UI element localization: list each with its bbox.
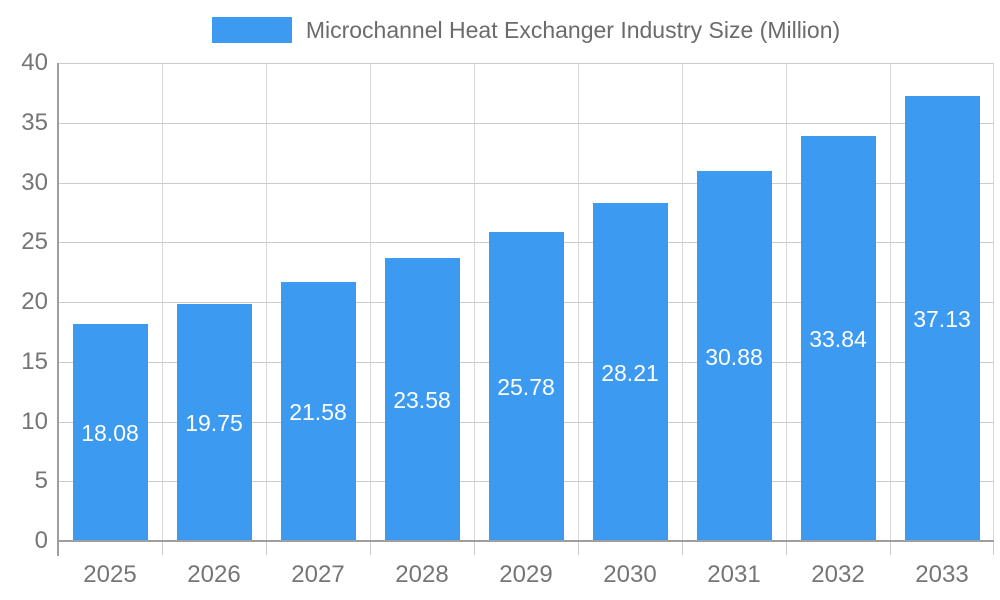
bar-2030[interactable] <box>593 203 668 540</box>
x-axis-tick <box>786 542 787 555</box>
bar-value-label: 37.13 <box>913 306 971 332</box>
bar-value-label: 18.08 <box>81 420 139 446</box>
y-axis-label: 25 <box>21 228 48 255</box>
y-axis-label: 10 <box>21 408 48 435</box>
bar-2031[interactable] <box>697 171 772 540</box>
bar-2026[interactable] <box>177 304 252 540</box>
bar-value-label: 23.58 <box>393 387 451 413</box>
x-axis-label: 2025 <box>83 561 137 588</box>
y-axis-label: 0 <box>34 527 48 554</box>
y-axis-label: 40 <box>21 49 48 76</box>
bar-value-label: 25.78 <box>497 374 555 400</box>
bar-value-label: 19.75 <box>185 410 243 436</box>
y-axis-label: 15 <box>21 348 48 375</box>
horizontal-gridline <box>58 123 994 124</box>
bar-value-label: 33.84 <box>809 326 867 352</box>
x-axis-tick <box>266 542 267 555</box>
legend-swatch[interactable] <box>211 17 292 43</box>
bar-value-label: 28.21 <box>601 360 659 386</box>
x-axis-line <box>58 540 994 542</box>
x-axis-label: 2032 <box>811 561 865 588</box>
bar-2032[interactable] <box>801 136 876 540</box>
x-axis-tick <box>993 542 994 555</box>
bar-value-label: 30.88 <box>705 344 763 370</box>
x-axis-tick <box>162 542 163 555</box>
horizontal-gridline <box>58 183 994 184</box>
legend[interactable]: Microchannel Heat Exchanger Industry Siz… <box>58 15 994 45</box>
y-axis-label: 5 <box>34 467 48 494</box>
horizontal-gridline <box>58 63 994 64</box>
x-axis-label: 2029 <box>499 561 553 588</box>
x-axis-label: 2033 <box>915 561 969 588</box>
bar-value-label: 21.58 <box>289 399 347 425</box>
x-axis-label: 2030 <box>603 561 657 588</box>
x-axis-label: 2028 <box>395 561 449 588</box>
bar-2025[interactable] <box>73 324 148 540</box>
x-axis-label: 2027 <box>291 561 345 588</box>
x-axis-label: 2031 <box>707 561 761 588</box>
y-axis-label: 35 <box>21 109 48 136</box>
x-axis-tick <box>682 542 683 555</box>
y-axis-line <box>57 63 59 556</box>
bar-2029[interactable] <box>489 232 564 540</box>
plot-area: 18.08 19.75 21.58 23.58 25.78 28.21 30.88 33.84… <box>21 49 994 588</box>
x-axis-label: 2026 <box>187 561 241 588</box>
x-axis-tick <box>578 542 579 555</box>
x-axis-tick <box>890 542 891 555</box>
y-axis-label: 20 <box>21 288 48 315</box>
bar-2033[interactable] <box>905 96 980 540</box>
x-axis-tick <box>474 542 475 555</box>
x-axis-tick <box>370 542 371 555</box>
y-axis-label: 30 <box>21 169 48 196</box>
legend-label: Microchannel Heat Exchanger Industry Siz… <box>305 16 841 43</box>
bar-2027[interactable] <box>281 282 356 540</box>
bar-2028[interactable] <box>385 258 460 540</box>
